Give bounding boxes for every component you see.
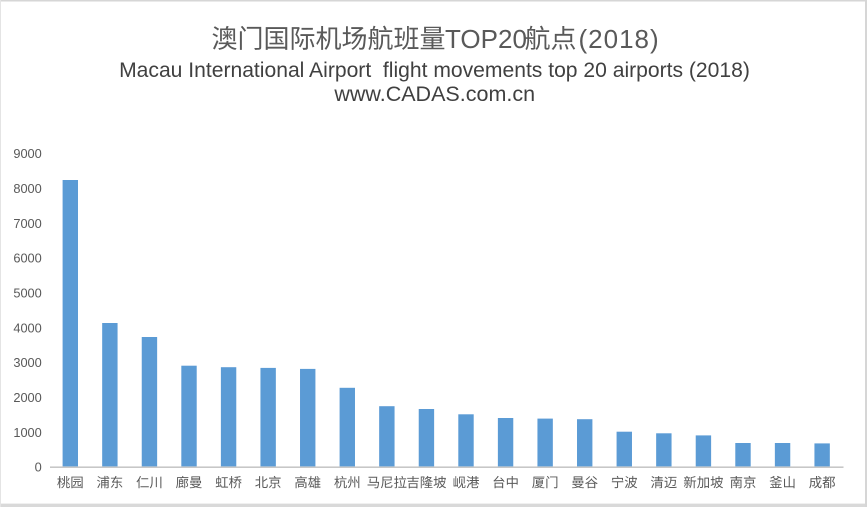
svg-text:6000: 6000 xyxy=(13,251,41,266)
svg-text:3000: 3000 xyxy=(13,355,41,370)
svg-text:0: 0 xyxy=(35,460,42,475)
svg-text:1000: 1000 xyxy=(13,425,41,440)
svg-text:TOP20: TOP20 xyxy=(445,24,527,54)
svg-text:4000: 4000 xyxy=(13,320,41,335)
svg-text:9000: 9000 xyxy=(13,146,41,161)
svg-text:2000: 2000 xyxy=(13,390,41,405)
svg-text:(2018): (2018) xyxy=(579,24,660,54)
svg-text:5000: 5000 xyxy=(13,285,41,300)
svg-text:www.CADAS.com.cn: www.CADAS.com.cn xyxy=(333,82,535,106)
svg-text:8000: 8000 xyxy=(13,181,41,196)
svg-text:Macau International Airport f: Macau International Airport flight movem… xyxy=(119,59,750,82)
svg-text:7000: 7000 xyxy=(13,216,41,231)
